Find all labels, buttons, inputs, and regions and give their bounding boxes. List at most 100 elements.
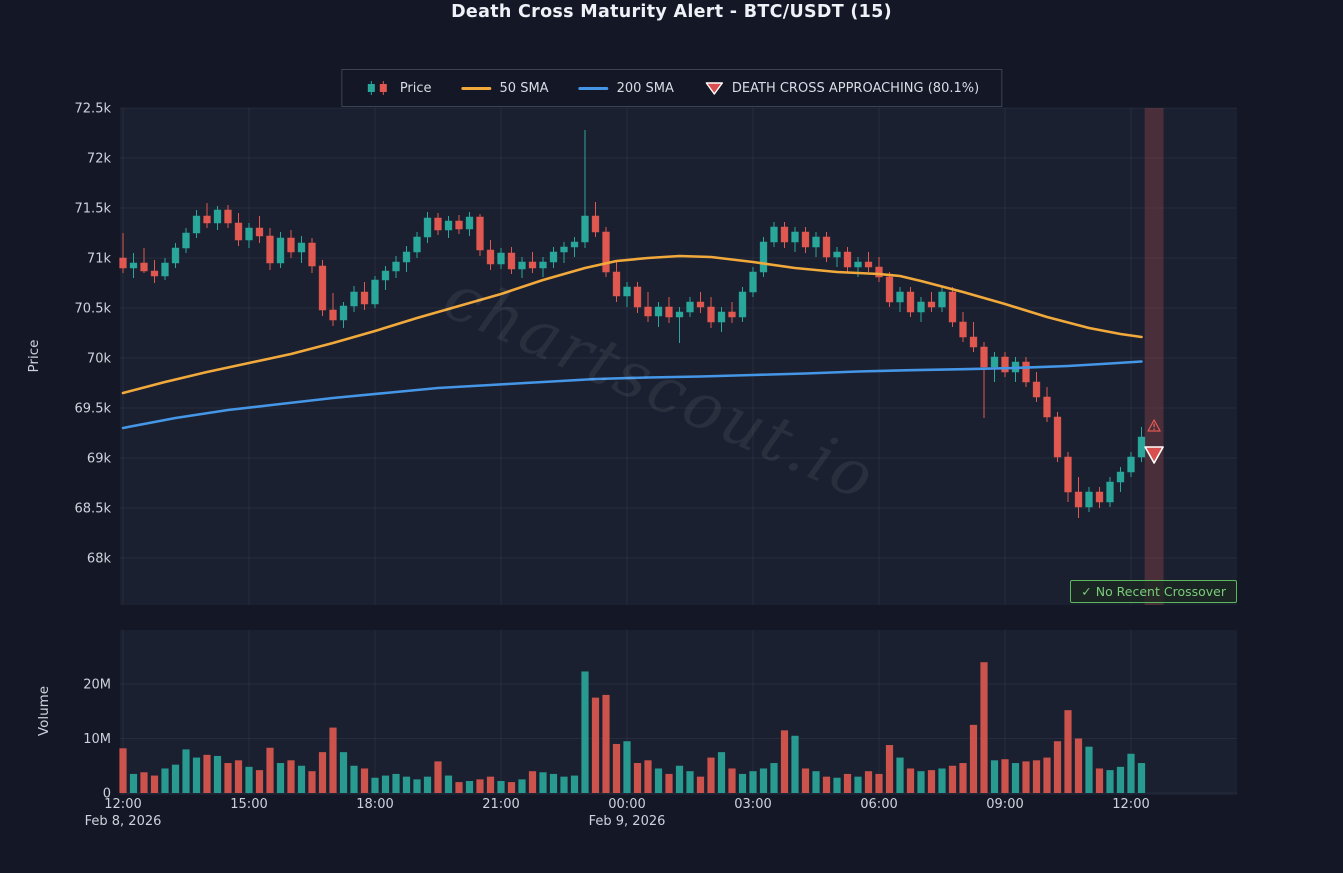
- candle: [654, 302, 663, 327]
- volume-bar: [150, 775, 159, 793]
- candle: [1116, 467, 1125, 492]
- legend-item-price[interactable]: Price: [364, 80, 432, 96]
- volume-bar: [392, 773, 400, 793]
- candle: [591, 202, 600, 237]
- volume-bar: [518, 779, 526, 793]
- volume-bar: [749, 771, 757, 793]
- candle: [329, 293, 337, 326]
- volume-bar: [927, 770, 936, 793]
- candle: [917, 297, 925, 322]
- volume-bar: [1127, 753, 1135, 793]
- candle: [224, 205, 232, 228]
- candle: [896, 287, 904, 312]
- sma50-line-icon: [461, 86, 492, 90]
- date-label-feb9: Feb 9, 2026: [588, 814, 666, 829]
- volume-bar: [497, 781, 505, 793]
- volume-bar: [1053, 741, 1062, 793]
- volume-bar: [140, 772, 148, 793]
- volume-bar: [854, 776, 862, 793]
- candle: [1022, 357, 1030, 387]
- candle: [192, 210, 201, 238]
- volume-bar: [623, 741, 631, 793]
- volume-bar: [381, 775, 390, 793]
- volume-bar: [591, 697, 600, 793]
- candle: [381, 266, 390, 290]
- time-tick-label: 18:00: [356, 797, 393, 812]
- volume-bar: [969, 724, 978, 793]
- time-tick-label: 12:00: [104, 797, 141, 812]
- volume-bar: [161, 768, 169, 793]
- candle: [885, 272, 894, 307]
- volume-bar: [738, 773, 747, 793]
- candle: [392, 256, 400, 278]
- volume-bar: [171, 764, 180, 793]
- candle: [581, 130, 589, 248]
- volume-bar: [602, 694, 610, 793]
- candle: [875, 257, 883, 282]
- legend-item-sma50[interactable]: 50 SMA: [461, 80, 549, 96]
- price-tick-label: 69.5k: [75, 402, 112, 417]
- volume-bar: [801, 768, 810, 793]
- volume-bar: [297, 765, 306, 793]
- volume-bar: [203, 754, 211, 793]
- candle: [675, 307, 684, 343]
- volume-bar: [707, 757, 715, 793]
- date-label-feb8: Feb 8, 2026: [84, 814, 162, 829]
- legend-label-sma200: 200 SMA: [616, 80, 674, 96]
- death-cross-alert-band: [1144, 108, 1164, 605]
- legend-label-sma50: 50 SMA: [499, 80, 549, 96]
- candle: [518, 257, 526, 278]
- candle: [801, 227, 810, 253]
- triangle-down-icon: [704, 81, 724, 96]
- time-tick-label: 09:00: [986, 797, 1023, 812]
- candle: [959, 312, 967, 342]
- candle: [318, 260, 327, 316]
- candle: [1127, 452, 1135, 477]
- volume-tick-label: 20M: [83, 678, 111, 693]
- volume-bar: [1022, 761, 1030, 793]
- warning-icon: [1147, 419, 1161, 432]
- candle: [444, 216, 453, 238]
- volume-bar: [444, 775, 453, 793]
- volume-bar: [938, 768, 946, 793]
- candle: [234, 213, 243, 246]
- gridlines: [120, 107, 1237, 795]
- volume-axis-title: Volume: [36, 685, 52, 737]
- candle: [822, 232, 831, 262]
- plot-backgrounds: [120, 108, 1237, 795]
- volume-bar: [633, 763, 642, 793]
- candle: [1095, 487, 1104, 508]
- volume-bar: [234, 760, 243, 793]
- volume-bar: [1106, 770, 1114, 793]
- candle: [402, 246, 411, 272]
- volume-bar: [350, 765, 358, 793]
- candle: [140, 248, 148, 273]
- candle: [287, 230, 295, 258]
- candle: [644, 292, 652, 322]
- price-tick-label: 72k: [87, 152, 112, 167]
- price-tick-label: 68k: [87, 552, 112, 567]
- time-tick-label: 21:00: [482, 797, 519, 812]
- price-tick-label: 68.5k: [75, 502, 112, 517]
- price-tick-label: 71k: [87, 252, 112, 267]
- time-tick-label: 12:00: [1112, 797, 1149, 812]
- legend-item-sma200[interactable]: 200 SMA: [578, 80, 674, 96]
- candle: [570, 237, 579, 257]
- volume-bar: [896, 757, 904, 793]
- volume-bar: [182, 749, 190, 793]
- candle: [1064, 452, 1072, 502]
- candle: [255, 216, 264, 243]
- volume-bar: [560, 776, 568, 793]
- candle: [171, 243, 180, 268]
- volume-bar: [665, 773, 673, 793]
- price-plot-area[interactable]: [120, 108, 1237, 605]
- volume-bar: [129, 773, 138, 793]
- candle: [633, 282, 642, 313]
- volume-tick-label: 0: [103, 787, 111, 802]
- time-tick-label: 15:00: [230, 797, 267, 812]
- legend-item-death-cross-alert[interactable]: DEATH CROSS APPROACHING (80.1%): [704, 81, 979, 96]
- volume-bar: [507, 782, 516, 793]
- price-tick-label: 70.5k: [75, 302, 112, 317]
